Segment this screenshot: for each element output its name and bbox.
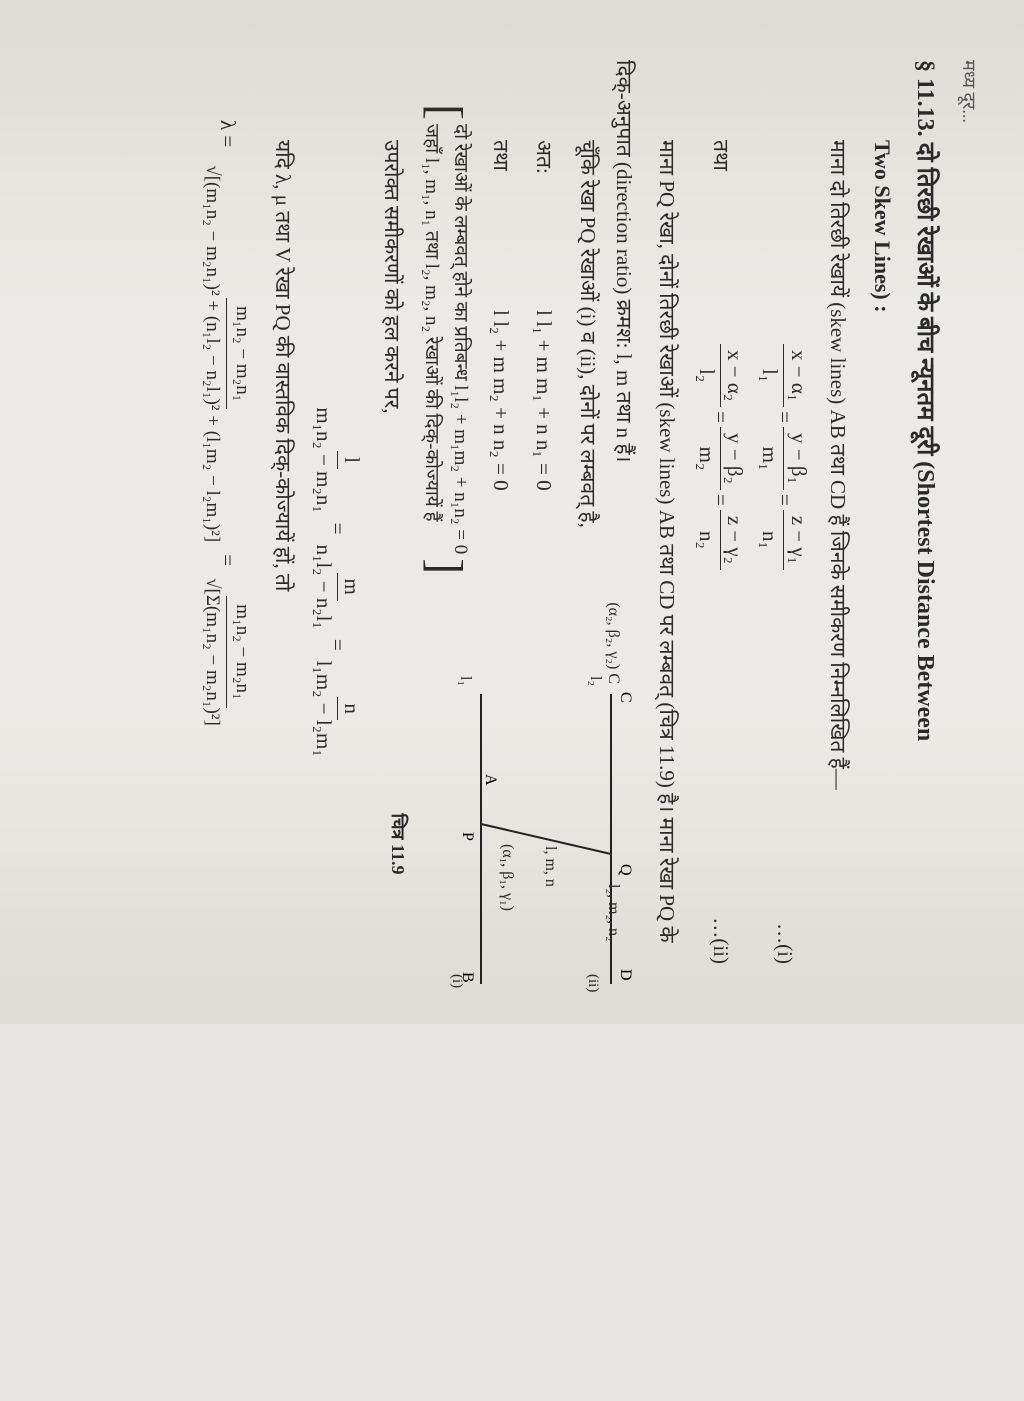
- lead-and-2: तथा: [482, 140, 518, 200]
- eq2-num1: x − α₂: [720, 344, 748, 407]
- paragraph-1: माना दो तिरछी रेखायें (skew lines) AB तथ…: [820, 140, 856, 1004]
- svg-text:C: C: [617, 692, 634, 703]
- svg-text:P: P: [459, 832, 476, 841]
- section-heading: § 11.13. दो तिरछी रेखाओं के बीच न्यूनतम …: [905, 60, 946, 1004]
- section-title-hi: दो तिरछी रेखाओं के बीच न्यूनतम दूरी (Sho…: [912, 143, 938, 742]
- section-number: 11.13.: [912, 78, 938, 137]
- eq1-num2: y − β₁: [783, 427, 811, 490]
- eq6-eq: =: [209, 554, 245, 566]
- lead-and: तथा: [702, 140, 738, 200]
- diagram-label-D-dir: l₂, m₂, n₂: [600, 884, 627, 942]
- bracket-line1: दो रेखाओं के लम्बवत् होने का प्रतिबन्ध l…: [450, 124, 471, 554]
- equation-1: x − α₁l₁ = y − β₁m₁ = z − γ₁n₁ …(i): [756, 140, 812, 1004]
- eq1-den2: m₁: [756, 441, 783, 477]
- diagram-label-l2: l₂: [582, 676, 609, 686]
- eq5-den2: n₁l₂ − n₂l₁: [310, 539, 337, 635]
- svg-text:D: D: [617, 969, 634, 981]
- eq6-num2: m₁n₂ − m₂n₁: [226, 596, 256, 707]
- diagram-label-l1: l₁: [452, 676, 479, 686]
- eq6-num: m₁n₂ − m₂n₁: [226, 298, 256, 409]
- eq6-den2: √[Σ(m₁n₂ − m₂n₁)²]: [198, 570, 227, 734]
- paragraph-6: यदि λ, μ तथा V रेखा PQ की वास्तविक दिक्-…: [264, 140, 300, 1004]
- paragraph-5: उपरोक्त समीकरणों को हल करने पर,: [373, 140, 409, 684]
- eq2-label: …(ii): [702, 917, 738, 1004]
- eq6-den: √[(m₁n₂ − m₂n₁)² + (n₁l₂ − n₂l₁)² + (l₁m…: [198, 157, 227, 550]
- diagram-label-lmn: l, m, n: [537, 846, 564, 887]
- diagram-label-C: (α₂, β₂, γ₂) C: [600, 564, 627, 684]
- equation-3: अत: l l₁ + m m₁ + n n₁ = 0: [526, 140, 562, 684]
- eq1-den1: l₁: [756, 363, 783, 388]
- eq2-den3: n₂: [692, 525, 719, 555]
- eq1-label: …(i): [766, 923, 802, 1004]
- paragraph-2: माना PQ रेखा, दोनों तिरछी रेखाओं (skew l…: [649, 140, 685, 1004]
- eq1-num1: x − α₁: [783, 344, 811, 407]
- diagram-label-alpha: (α₁, β₁, γ₁): [494, 844, 521, 911]
- svg-text:A: A: [482, 774, 499, 786]
- eq1-den3: n₁: [756, 525, 783, 555]
- svg-text:Q: Q: [617, 864, 634, 876]
- eq5-num1: l: [337, 451, 365, 469]
- diagram-caption: चित्र 11.9: [382, 684, 413, 1004]
- eq3-text: l l₁ + m m₁ + n n₁ = 0: [526, 310, 562, 491]
- equation-5: lm₁n₂ − m₂n₁ = mn₁l₂ − n₂l₁ = nl₁m₂ − l₂…: [310, 160, 366, 1004]
- equation-4: तथा l l₂ + m m₂ + n n₂ = 0: [482, 140, 518, 684]
- eq2-num3: z − γ₂: [720, 510, 748, 570]
- eq4-text: l l₂ + m m₂ + n n₂ = 0: [482, 310, 518, 491]
- eq2-num2: y − β₂: [720, 427, 748, 490]
- bracket-line2: जहाँ l₁, m₁, n₁ तथा l₂, m₂, n₂ रेखाओं की…: [421, 124, 442, 522]
- eq2-den1: l₂: [692, 363, 719, 388]
- eq5-den1: m₁n₂ − m₂n₁: [310, 401, 337, 518]
- eq5-num2: m: [337, 573, 365, 601]
- equation-2: तथा x − α₂l₂ = y − β₂m₂ = z − γ₂n₂ …(ii): [692, 140, 748, 1004]
- equation-6: λ = m₁n₂ − m₂n₁ √[(m₁n₂ − m₂n₁)² + (n₁l₂…: [198, 120, 256, 1004]
- eq2-den2: m₂: [692, 441, 719, 477]
- section-prefix: §: [912, 60, 938, 72]
- section-subtitle: Two Skew Lines) :: [863, 140, 900, 1004]
- eq5-num3: n: [337, 697, 365, 720]
- figure-11-9: C Q D A P B (α₂, β₂, γ₂) C l₂, m₂, n₂ (i…: [382, 684, 640, 1004]
- page-header-fragment: मध्य दूर...: [953, 60, 984, 1004]
- bracket-note: [ दो रेखाओं के लम्बवत् होने का प्रतिबन्ध…: [417, 100, 474, 684]
- lead-hence: अत:: [526, 140, 562, 200]
- eq5-den3: l₁m₂ − l₂m₁: [310, 655, 337, 763]
- eq1-num3: z − γ₁: [783, 510, 811, 570]
- eq6-lhs: λ =: [209, 120, 245, 147]
